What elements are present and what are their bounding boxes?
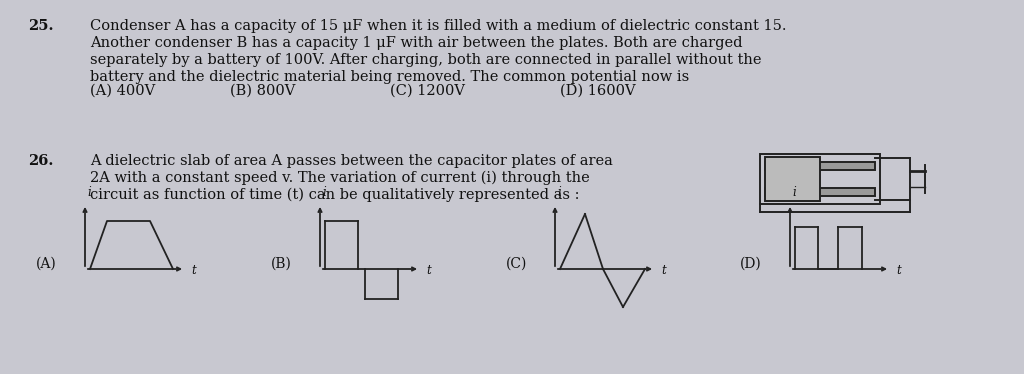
Text: circuit as function of time (t) can be qualitatively represented as :: circuit as function of time (t) can be q… bbox=[90, 188, 580, 202]
Text: (C) 1200V: (C) 1200V bbox=[390, 84, 465, 98]
Text: t: t bbox=[426, 264, 431, 278]
Text: i: i bbox=[87, 186, 91, 199]
Text: A dielectric slab of area A passes between the capacitor plates of area: A dielectric slab of area A passes betwe… bbox=[90, 154, 613, 168]
Text: (A) 400V: (A) 400V bbox=[90, 84, 156, 98]
Text: (D): (D) bbox=[740, 257, 762, 271]
Text: i: i bbox=[322, 186, 326, 199]
Text: i: i bbox=[557, 186, 561, 199]
Text: t: t bbox=[191, 264, 196, 278]
Text: (C): (C) bbox=[506, 257, 527, 271]
Text: 2A with a constant speed v. The variation of current (i) through the: 2A with a constant speed v. The variatio… bbox=[90, 171, 590, 186]
Text: (B): (B) bbox=[271, 257, 292, 271]
Text: battery and the dielectric material being removed. The common potential now is: battery and the dielectric material bein… bbox=[90, 70, 689, 84]
Text: (A): (A) bbox=[36, 257, 57, 271]
Text: Another condenser B has a capacity 1 μF with air between the plates. Both are ch: Another condenser B has a capacity 1 μF … bbox=[90, 36, 742, 50]
Bar bbox=[765, 162, 874, 170]
Text: separately by a battery of 100V. After charging, both are connected in parallel : separately by a battery of 100V. After c… bbox=[90, 53, 762, 67]
Bar bbox=[760, 154, 880, 204]
Text: i: i bbox=[792, 186, 796, 199]
Text: t: t bbox=[896, 264, 901, 278]
Text: (D) 1600V: (D) 1600V bbox=[560, 84, 636, 98]
Text: (B) 800V: (B) 800V bbox=[230, 84, 295, 98]
Bar bbox=[765, 188, 874, 196]
Text: 25.: 25. bbox=[28, 19, 53, 33]
Text: Condenser A has a capacity of 15 μF when it is filled with a medium of dielectri: Condenser A has a capacity of 15 μF when… bbox=[90, 19, 786, 33]
Text: t: t bbox=[662, 264, 666, 278]
Text: 26.: 26. bbox=[28, 154, 53, 168]
Bar bbox=[765, 157, 820, 201]
